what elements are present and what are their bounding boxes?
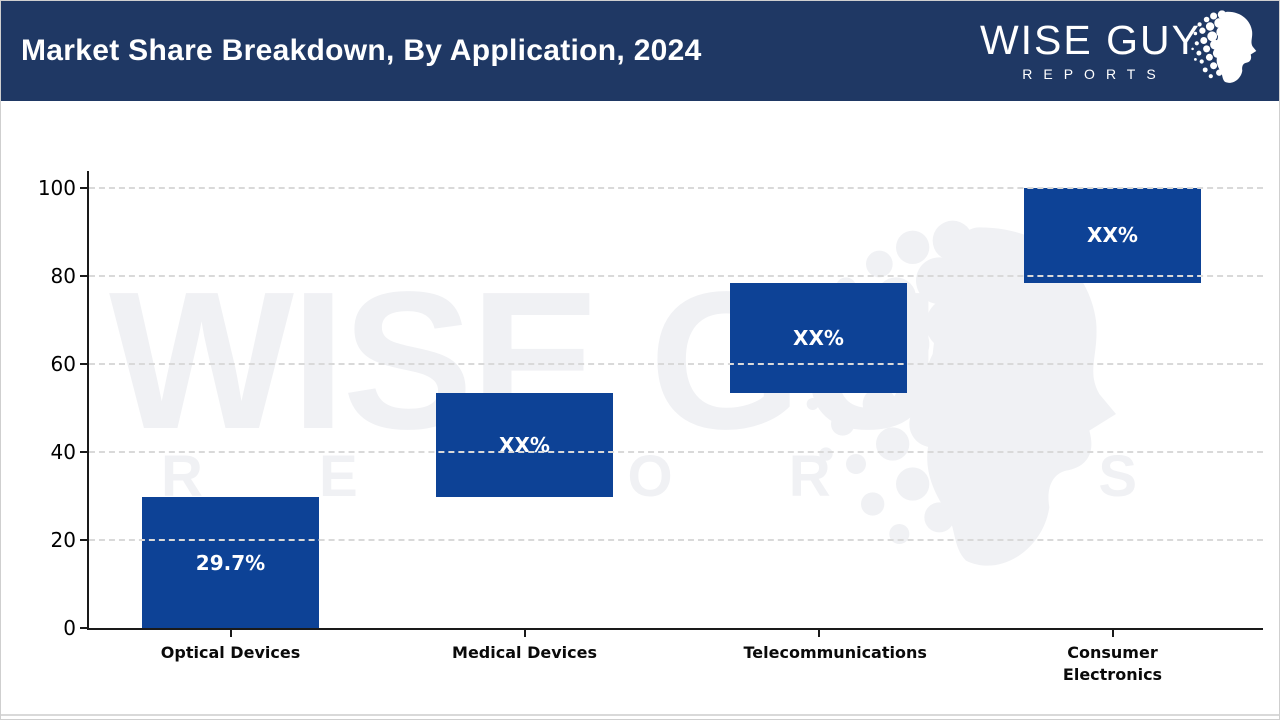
y-axis-tick-label: 100 bbox=[37, 176, 76, 200]
bar-segment: 29.7% bbox=[142, 497, 319, 628]
header-band: Market Share Breakdown, By Application, … bbox=[1, 1, 1279, 101]
y-axis-tick-label: 20 bbox=[50, 528, 76, 552]
dotted-head-icon bbox=[1191, 10, 1257, 83]
y-axis-tick-label: 80 bbox=[50, 264, 76, 288]
bar-segment: XX% bbox=[436, 392, 613, 498]
x-axis-tick-mark bbox=[817, 630, 820, 637]
x-axis-tick-mark bbox=[229, 630, 232, 637]
bottom-divider bbox=[1, 714, 1279, 716]
brand-logo-text: WISE GUY REPORTS bbox=[979, 17, 1201, 83]
y-axis-tick-mark bbox=[80, 627, 89, 629]
bar-value-label: XX% bbox=[793, 325, 844, 350]
x-axis-category-label: Telecommunications bbox=[743, 643, 927, 662]
bar-value-label: XX% bbox=[499, 432, 550, 457]
y-axis-tick-mark bbox=[80, 363, 89, 365]
x-axis-tick-mark bbox=[523, 630, 526, 637]
y-axis-tick-mark bbox=[80, 187, 89, 189]
watermark-head-icon bbox=[806, 220, 1116, 566]
page-title: Market Share Breakdown, By Application, … bbox=[21, 34, 702, 67]
bar-value-label: 29.7% bbox=[195, 550, 266, 575]
x-axis-tick-mark bbox=[1111, 630, 1114, 637]
x-axis-line bbox=[87, 628, 1263, 630]
bar-value-label: XX% bbox=[1087, 223, 1138, 248]
brand-subtitle: REPORTS bbox=[1022, 66, 1167, 82]
y-axis-line bbox=[87, 171, 89, 630]
y-axis-tick-label: 60 bbox=[50, 352, 76, 376]
x-axis-category-label: Medical Devices bbox=[452, 643, 597, 662]
brand-logo: WISE GUY REPORTS bbox=[980, 9, 1271, 93]
bar-segment: XX% bbox=[1024, 188, 1201, 283]
y-axis-tick-label: 0 bbox=[63, 616, 76, 640]
x-axis-category-label: Optical Devices bbox=[160, 643, 301, 662]
y-axis-tick-label: 40 bbox=[50, 440, 76, 464]
brand-name: WISE GUY bbox=[979, 17, 1201, 63]
gridline-100 bbox=[89, 187, 1263, 189]
x-axis-category-label: Consumer Electronics bbox=[1062, 643, 1163, 684]
y-axis-tick-mark bbox=[80, 275, 89, 277]
gridline-40 bbox=[89, 451, 1263, 453]
y-axis-tick-mark bbox=[80, 539, 89, 541]
gridline-60 bbox=[89, 363, 1263, 365]
gridline-20 bbox=[89, 539, 1263, 541]
gridline-80 bbox=[89, 275, 1263, 277]
bar-segment: XX% bbox=[730, 282, 907, 393]
y-axis-tick-mark bbox=[80, 451, 89, 453]
